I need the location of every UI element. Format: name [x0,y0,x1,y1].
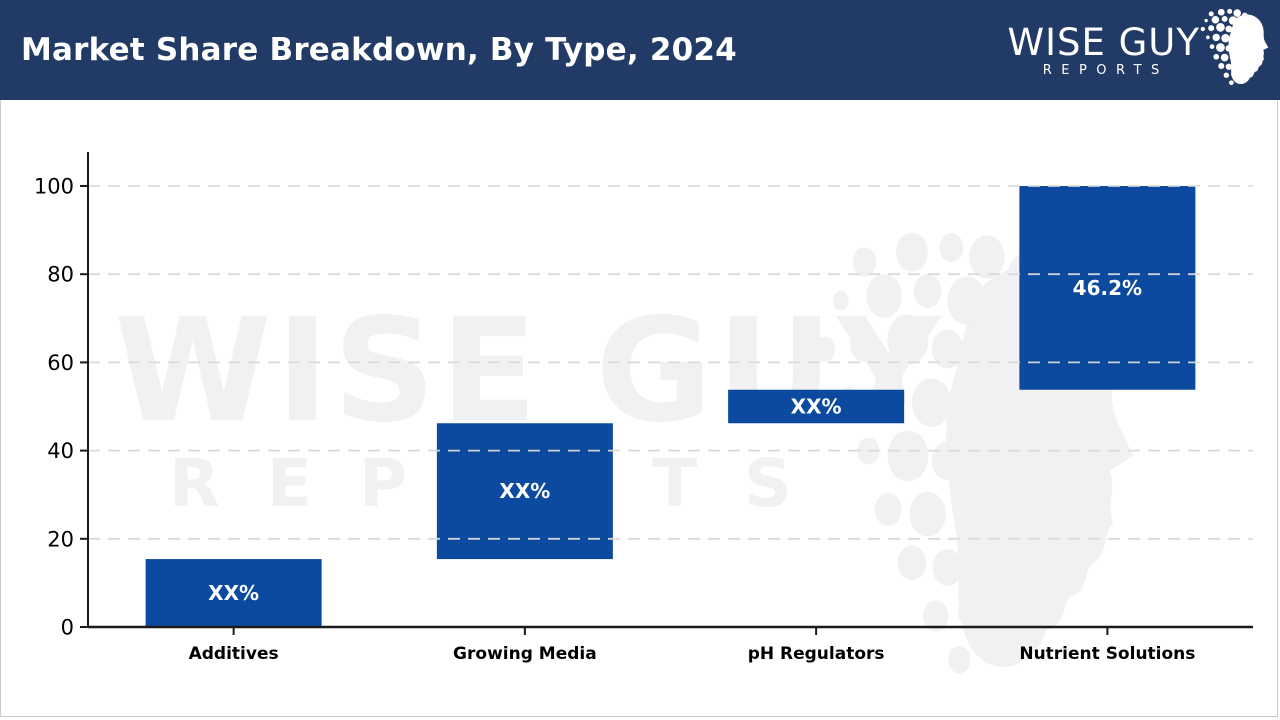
bar [728,389,905,424]
chart-svg: 0 20 40 60 80 100 Additives XX% Growing Media XX%… [34,152,1253,664]
logo-wordmark-line2: REPORTS [1042,62,1169,78]
bar-label: XX% [208,581,259,605]
bar [436,423,613,560]
bar-label: XX% [791,395,842,419]
x-tick-label: Additives [189,644,279,664]
x-tick-label: Growing Media [453,644,597,664]
header-bar: Market Share Breakdown, By Type, 2024 WI… [0,0,1280,100]
bar-label: 46.2% [1073,276,1142,300]
wise-guy-logo: WISE GUY REPORTS [1008,0,1270,100]
bar [145,559,322,627]
y-tick-label: 60 [47,351,74,375]
y-tick-label: 40 [47,439,74,463]
bar-label: XX% [499,479,550,503]
logo-wordmark: WISE GUY REPORTS [1008,24,1200,77]
x-tick-label: Nutrient Solutions [1019,644,1195,664]
y-tick-label: 80 [47,263,74,287]
logo-wordmark-line1: WISE GUY [1007,20,1200,64]
y-tick-label: 100 [34,175,74,199]
x-tick-label: pH Regulators [748,644,885,664]
y-tick-label: 0 [61,616,74,640]
y-tick-label: 20 [47,527,74,551]
bar [1019,186,1196,390]
page-title: Market Share Breakdown, By Type, 2024 [21,32,737,68]
